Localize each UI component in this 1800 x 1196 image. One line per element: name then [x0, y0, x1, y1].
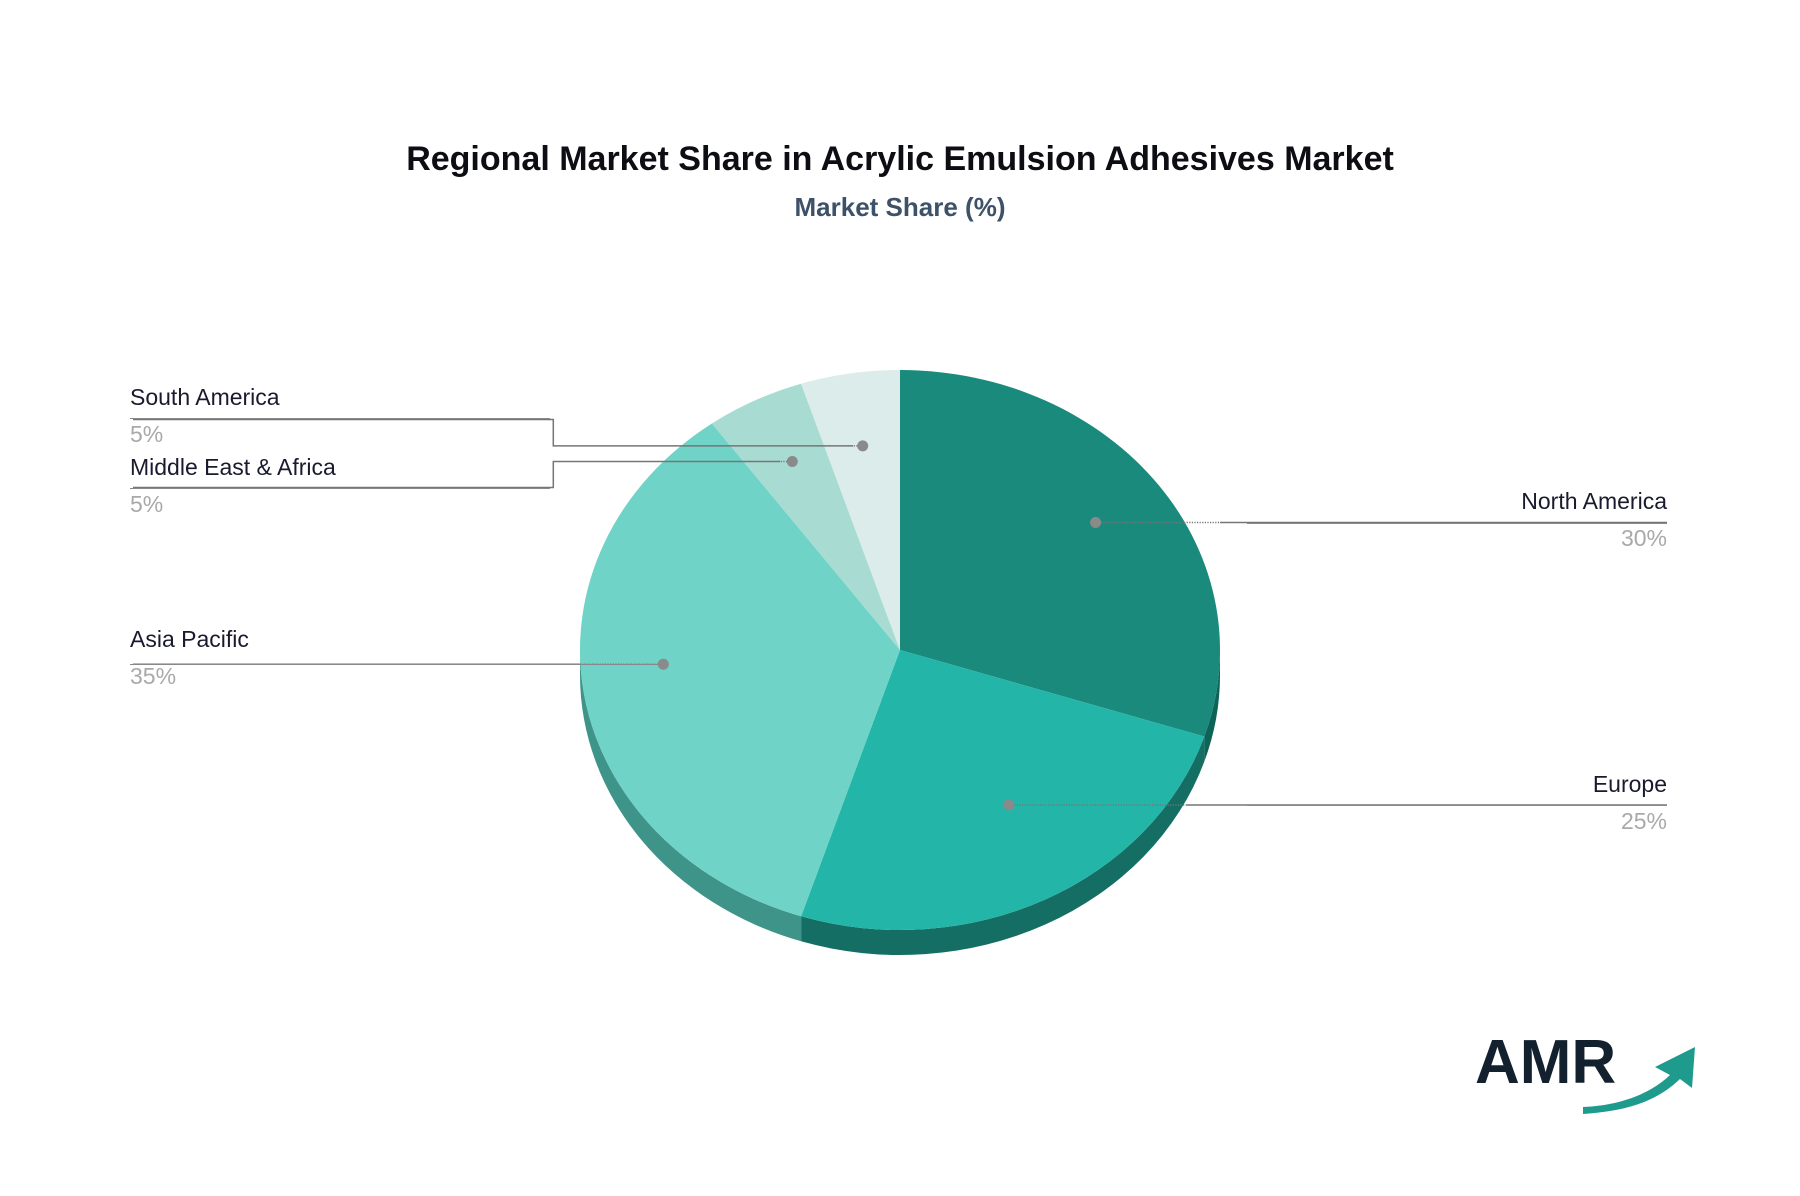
svg-text:AMR: AMR	[1475, 1028, 1616, 1097]
